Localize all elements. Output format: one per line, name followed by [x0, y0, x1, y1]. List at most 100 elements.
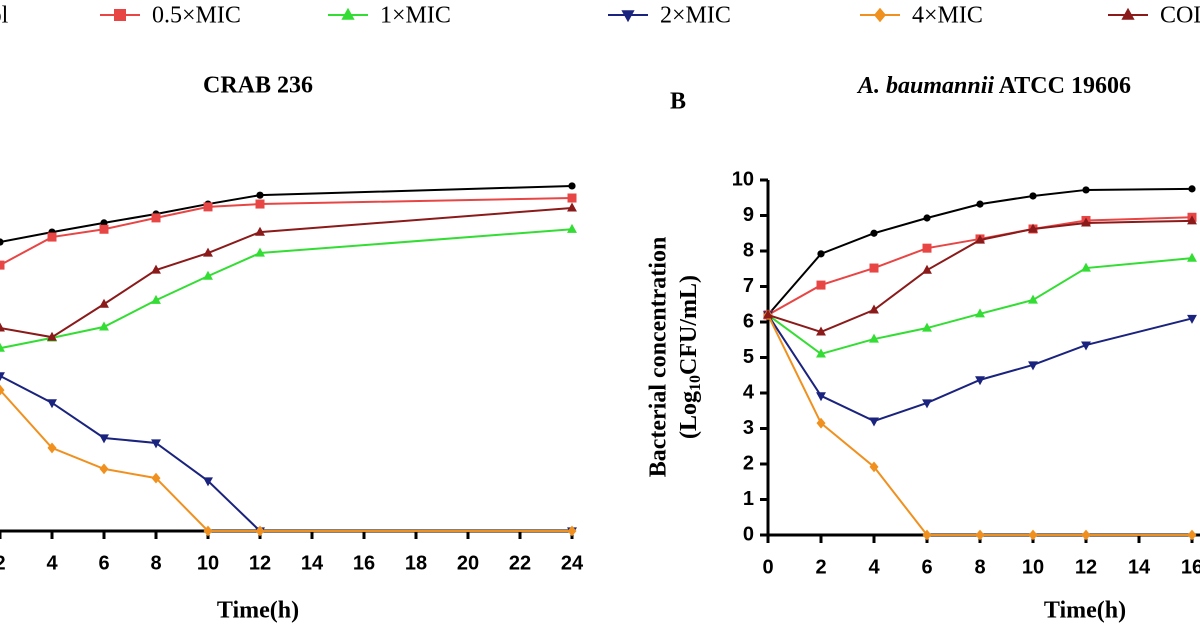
point — [869, 461, 879, 473]
point — [0, 322, 5, 332]
point — [151, 294, 161, 304]
point — [816, 326, 826, 336]
point — [568, 182, 576, 190]
point — [567, 193, 577, 203]
point — [255, 226, 265, 236]
x-tick-label: 14 — [1128, 556, 1151, 578]
legend-marker — [874, 7, 886, 23]
point — [99, 463, 109, 475]
panel-label: B — [670, 89, 686, 115]
point — [567, 202, 577, 212]
point — [922, 529, 932, 541]
point — [816, 348, 826, 358]
point — [869, 333, 879, 343]
legend-label: Control — [0, 3, 9, 29]
legend-marker — [621, 10, 635, 23]
y-tick-label: 3 — [743, 417, 754, 439]
chart-title: CRAB 236 — [203, 73, 313, 99]
series-line — [0, 388, 572, 532]
point — [763, 309, 773, 319]
y-tick-label: 10 — [732, 168, 754, 190]
point — [151, 439, 161, 449]
x-tick-label: 2 — [815, 556, 826, 578]
x-tick-label: 16 — [1181, 556, 1200, 578]
x-tick-label: 6 — [98, 552, 109, 574]
point — [1187, 314, 1197, 324]
point — [1029, 192, 1037, 200]
point — [816, 417, 826, 429]
x-tick-label: 10 — [1022, 556, 1044, 578]
x-tick-label: 10 — [197, 552, 219, 574]
y-title-part: CFU/mL) — [676, 275, 702, 375]
point — [923, 214, 931, 222]
point — [922, 264, 932, 274]
point — [1028, 223, 1038, 233]
point — [255, 199, 265, 209]
point — [203, 525, 213, 537]
x-tick-label: 0 — [762, 556, 773, 578]
title-italic: A. baumannii — [856, 73, 994, 99]
point — [99, 321, 109, 331]
point — [151, 472, 161, 484]
point — [151, 213, 161, 223]
point — [256, 191, 264, 199]
series-line — [0, 374, 572, 532]
series-line — [767, 314, 1193, 423]
legend-label: 1×MIC — [380, 3, 451, 29]
x-tick-label: 12 — [1075, 556, 1097, 578]
y-title-line: (Log10CFU/mL) — [676, 275, 704, 439]
y-tick-label: 6 — [743, 310, 754, 332]
point — [255, 247, 265, 257]
y-tick-label: 4 — [743, 381, 755, 403]
y-title-sub: 10 — [687, 375, 704, 391]
point — [1028, 529, 1038, 541]
x-tick-label: 18 — [405, 552, 427, 574]
x-axis-title: Time(h) — [217, 598, 299, 624]
y-tick-label: 8 — [743, 239, 754, 261]
series-line — [767, 314, 1192, 536]
point — [47, 399, 57, 409]
point — [922, 399, 932, 409]
point — [0, 384, 5, 396]
point — [816, 280, 826, 290]
point — [47, 331, 57, 341]
x-tick-label: 16 — [353, 552, 375, 574]
y-title-line: Bacterial concentration — [646, 237, 672, 478]
point — [567, 525, 577, 537]
point — [99, 434, 109, 444]
legend-marker — [341, 7, 355, 20]
y-axis-title: Bacterial concentration (Log10CFU/mL) — [646, 237, 704, 478]
legend-marker — [114, 9, 126, 21]
point — [255, 525, 265, 537]
series-line — [0, 184, 573, 244]
x-tick-label: 24 — [561, 552, 584, 574]
x-tick-label: 2 — [0, 552, 6, 574]
point — [1081, 217, 1091, 227]
x-tick-label: 14 — [301, 552, 324, 574]
point — [0, 372, 5, 382]
series-line — [0, 206, 573, 339]
point — [869, 304, 879, 314]
point — [1187, 215, 1197, 225]
legend-label: COL — [1160, 3, 1200, 29]
x-tick-label: 6 — [921, 556, 932, 578]
point — [0, 260, 5, 270]
point — [47, 442, 57, 454]
point — [869, 263, 879, 273]
point — [203, 270, 213, 280]
point — [1081, 262, 1091, 272]
x-tick-label: 22 — [509, 552, 531, 574]
point — [1081, 529, 1091, 541]
point — [100, 219, 108, 227]
point — [99, 224, 109, 234]
point — [869, 417, 879, 427]
legend-label: 0.5×MIC — [152, 3, 241, 29]
point — [922, 322, 932, 332]
series-line — [767, 187, 1193, 316]
point — [0, 342, 5, 352]
point — [976, 200, 984, 208]
x-tick-label: 4 — [868, 556, 880, 578]
y-tick-label: 9 — [743, 204, 754, 226]
series-line — [767, 257, 1193, 356]
